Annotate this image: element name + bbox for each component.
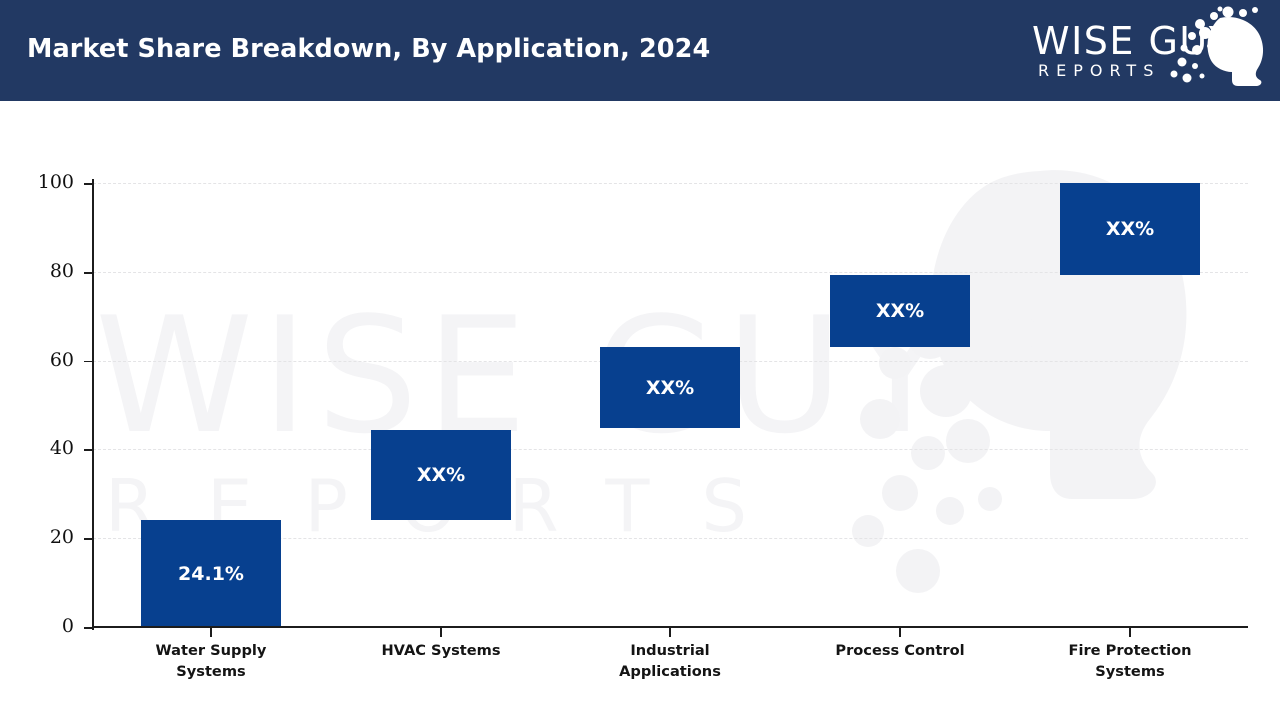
x-label-line: Applications [619,662,721,680]
y-tick-mark-40 [84,449,93,452]
y-tick-mark-60 [84,360,93,363]
x-tick-mark-2 [440,628,442,637]
x-tick-mark-1 [210,628,212,637]
x-tick-label-hvac-systems: HVAC Systems [331,641,551,662]
x-axis-spine [93,626,1248,629]
x-tick-mark-4 [899,628,901,637]
bar-hvac-systems[interactable]: XX% [371,430,511,520]
wise-guy-reports-logo: WISE GUY REPORTS [1024,6,1274,94]
y-tick-label-60: 60 [49,348,74,371]
gridline-100 [93,183,1248,184]
y-tick-label-80: 80 [49,259,74,282]
y-axis-spine [91,179,94,630]
bar-label-process-control: XX% [875,300,925,323]
y-tick-label-20: 20 [49,526,74,549]
gridline-80 [93,271,1248,273]
gridline-20 [93,538,1248,540]
x-label-line: Water Supply [155,642,267,659]
bar-water-supply-systems[interactable]: 24.1% [141,520,281,627]
x-label-line: HVAC Systems [381,642,501,659]
bar-label-water-supply-systems: 24.1% [178,562,244,585]
gridline-40 [93,449,1248,451]
x-tick-label-process-control: Process Control [790,641,1010,662]
x-label-line: Systems [176,662,246,680]
bar-fire-protection-systems[interactable]: XX% [1060,183,1200,275]
x-label-line: Systems [1095,662,1165,680]
chart-canvas: WISE GUY REPORTS [0,101,1280,720]
y-tick-mark-80 [84,271,93,274]
x-tick-mark-5 [1129,628,1131,637]
x-tick-mark-3 [669,628,671,637]
x-label-line: Process Control [835,642,965,659]
plot-area: 24.1% XX% XX% XX% XX% [93,183,1248,627]
logo-wordmark-line1: WISE GUY [1032,19,1233,63]
y-tick-mark-100 [84,183,93,185]
y-tick-mark-0 [84,627,93,629]
page-header: Market Share Breakdown, By Application, … [0,0,1280,101]
x-tick-label-industrial-applications: Industrial Applications [560,641,780,682]
x-label-line: Fire Protection [1068,642,1192,659]
bar-process-control[interactable]: XX% [830,274,970,348]
bar-label-industrial-applications: XX% [645,376,695,399]
x-label-line: Industrial [630,642,710,659]
bar-label-hvac-systems: XX% [416,464,466,487]
logo-wordmark-line2: REPORTS [1038,61,1160,80]
wise-guy-head-profile-icon [1170,6,1264,87]
y-tick-label-100: 100 [37,171,74,193]
bar-industrial-applications[interactable]: XX% [600,347,740,429]
y-tick-label-0: 0 [61,615,74,637]
bar-label-fire-protection-systems: XX% [1105,217,1155,240]
x-tick-label-water-supply-systems: Water Supply Systems [101,641,321,682]
page-title: Market Share Breakdown, By Application, … [27,34,711,64]
y-tick-mark-20 [84,538,93,540]
x-tick-label-fire-protection-systems: Fire Protection Systems [1020,641,1240,682]
y-tick-label-40: 40 [49,437,74,460]
